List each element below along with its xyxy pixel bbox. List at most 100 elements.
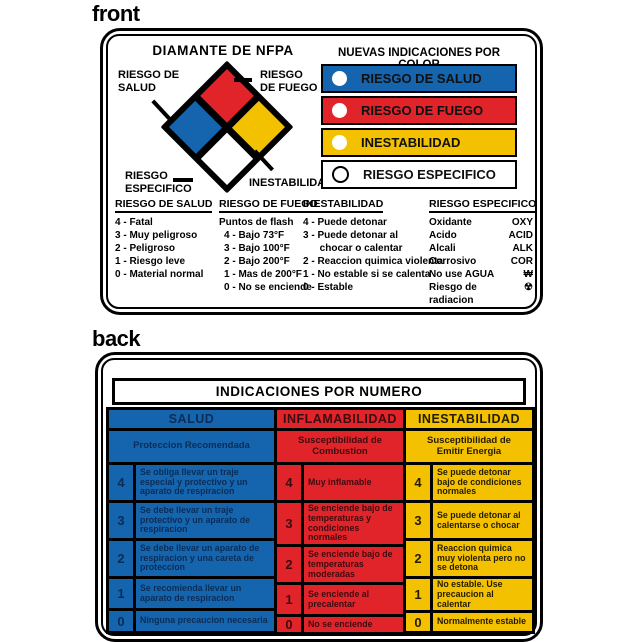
legend-label: INESTABILIDAD — [361, 135, 461, 150]
legend-row-specific: RIESGO ESPECIFICO — [321, 160, 517, 189]
rating-item: 1 - Mas de 200°F — [224, 269, 302, 280]
rating-item: 3 - Puede detonar al — [303, 230, 399, 241]
no-water-icon: ₩ — [523, 269, 533, 280]
risk-name: Riesgo de radiacion — [429, 282, 477, 306]
rating-number: 2 — [406, 541, 430, 576]
risk-code: OXY — [511, 217, 533, 228]
specific-risk-column: RIESGO ESPECIFICO Oxidante OXY Acido ACI… — [429, 194, 537, 307]
rating-text: No se enciende — [304, 617, 403, 633]
rating-item: chocar o calentar — [303, 243, 403, 254]
risk-code: ACID — [508, 230, 533, 241]
front-card: DIAMANTE DE NFPA NUEVAS INDICACIONES POR… — [100, 28, 543, 315]
rating-text: Reaccion quimica muy violenta pero no se… — [433, 541, 532, 576]
rating-column-title: RIESGO ESPECIFICO — [429, 198, 537, 213]
rating-text: Se enciende bajo de temperaturas moderad… — [304, 547, 403, 583]
rating-text: Se debe llevar un aparato de respiracion… — [136, 541, 274, 576]
fire-rating-column: RIESGO DE FUEGO Puntos de flash 4 - Bajo… — [219, 194, 319, 294]
rating-text: Se recomienda llevar un aparato de respi… — [136, 579, 274, 608]
risk-code: COR — [510, 256, 533, 267]
specific-risk-pair: Alcali ALK — [429, 242, 533, 255]
legend-label: RIESGO DE SALUD — [361, 71, 482, 86]
nfpa-diamond-title: DIAMANTE DE NFPA — [152, 43, 294, 58]
rating-item: 3 - Muy peligroso — [115, 230, 198, 241]
table-row: 1 Se recomienda llevar un aparato de res… — [109, 579, 274, 608]
column-header: INFLAMABILIDAD — [277, 410, 403, 428]
specific-leader-line — [173, 178, 193, 182]
rating-item: 0 - Material normal — [115, 269, 204, 280]
rating-column-title: RIESGO DE FUEGO — [219, 198, 318, 213]
table-row: 3 Se puede detonar al calentarse o choca… — [406, 503, 532, 538]
rating-number: 4 — [406, 465, 430, 500]
rating-number: 4 — [277, 465, 301, 500]
legend-row-health: RIESGO DE SALUD — [321, 64, 517, 93]
risk-name: Alcali — [429, 243, 456, 254]
rating-number: 0 — [277, 617, 301, 633]
rating-number: 0 — [406, 613, 430, 631]
risk-name: Acido — [429, 230, 457, 241]
table-row: 4 Se puede detonar bajo de condiciones n… — [406, 465, 532, 500]
rating-text: Se enciende bajo de temperaturas y condi… — [304, 503, 403, 545]
front-card-inner-border — [106, 34, 537, 309]
numero-table-title: INDICACIONES POR NUMERO — [112, 378, 526, 405]
table-row: 2 Reaccion quimica muy violenta pero no … — [406, 541, 532, 576]
rating-number: 4 — [109, 465, 133, 500]
table-row: 3 Se enciende bajo de temperaturas y con… — [277, 503, 403, 545]
color-legend: RIESGO DE SALUD RIESGO DE FUEGO INESTABI… — [321, 64, 517, 192]
rating-number: 0 — [109, 611, 133, 631]
rating-text: Normalmente estable — [433, 613, 532, 631]
table-row: 4 Muy inflamable — [277, 465, 403, 500]
specific-risk-pair: Acido ACID — [429, 229, 533, 242]
outline-circle-icon — [332, 166, 349, 183]
specific-risk-pair: No use AGUA ₩ — [429, 268, 533, 281]
risk-code: ALK — [512, 243, 533, 254]
front-side-label: front — [92, 1, 140, 26]
fire-risk-callout: RIESGO DE FUEGO — [260, 69, 318, 94]
health-rating-column: RIESGO DE SALUD 4 - Fatal 3 - Muy peligr… — [115, 194, 217, 281]
rating-item: 2 - Bajo 200°F — [224, 256, 290, 267]
rating-text: Se debe llevar un traje protectivo y un … — [136, 503, 274, 538]
column-subheader: Susceptibilidad de Emitir Energia — [406, 431, 532, 462]
rating-item: 4 - Fatal — [115, 217, 153, 228]
column-subheader: Susceptibilidad de Combustion — [277, 431, 403, 462]
rating-column-title: RIESGO DE SALUD — [115, 198, 213, 213]
back-card: INDICACIONES POR NUMERO SALUD Proteccion… — [95, 352, 543, 642]
risk-name: Oxidante — [429, 217, 472, 228]
rating-text: Se puede detonar bajo de condiciones nor… — [433, 465, 532, 500]
rating-item: 2 - Reaccion quimica violenta — [303, 256, 444, 267]
white-circle-icon — [332, 71, 347, 86]
rating-text: Ninguna precaucion necesaria — [136, 611, 274, 631]
rating-number: 2 — [277, 547, 301, 583]
rating-number: 1 — [277, 585, 301, 615]
instability-rating-column: INESTABILIDAD 4 - Puede detonar 3 - Pued… — [303, 194, 444, 294]
rating-number: 1 — [406, 579, 430, 611]
back-card-inner-border — [101, 358, 537, 636]
rating-item: 1 - Riesgo leve — [115, 256, 186, 267]
rating-number: 2 — [109, 541, 133, 576]
column-header: SALUD — [109, 410, 274, 428]
rating-text: Muy inflamable — [304, 465, 403, 500]
table-row: 1 Se enciende al precalentar — [277, 585, 403, 615]
column-subheader: Proteccion Recomendada — [109, 431, 274, 462]
table-row: 0 No se enciende — [277, 617, 403, 633]
numero-table: SALUD Proteccion Recomendada 4 Se obliga… — [106, 407, 535, 634]
table-row: 3 Se debe llevar un traje protectivo y u… — [109, 503, 274, 538]
legend-row-instability: INESTABILIDAD — [321, 128, 517, 157]
rating-item: 3 - Bajo 100°F — [224, 243, 290, 254]
rating-text: Se obliga llevar un traje especial y pro… — [136, 465, 274, 500]
table-row: 4 Se obliga llevar un traje especial y p… — [109, 465, 274, 500]
rating-number: 1 — [109, 579, 133, 608]
instability-callout: INESTABILIDAD — [249, 177, 334, 189]
fire-leader-line — [234, 78, 252, 82]
risk-name: Corrosivo — [429, 256, 477, 267]
specific-risk-pair: Oxidante OXY — [429, 216, 533, 229]
legend-label: RIESGO ESPECIFICO — [363, 167, 496, 182]
rating-text: Se puede detonar al calentarse o chocar — [433, 503, 532, 538]
risk-name: No use AGUA — [429, 269, 495, 280]
white-circle-icon — [332, 103, 347, 118]
table-row: 0 Ninguna precaucion necesaria — [109, 611, 274, 631]
rating-item: 4 - Bajo 73°F — [224, 230, 285, 241]
rating-text: No estable. Use precaucion al calentar — [433, 579, 532, 611]
rating-item: 4 - Puede detonar — [303, 217, 387, 228]
table-row: 2 Se debe llevar un aparato de respiraci… — [109, 541, 274, 576]
rating-item: 0 - No se enciende — [224, 282, 312, 293]
